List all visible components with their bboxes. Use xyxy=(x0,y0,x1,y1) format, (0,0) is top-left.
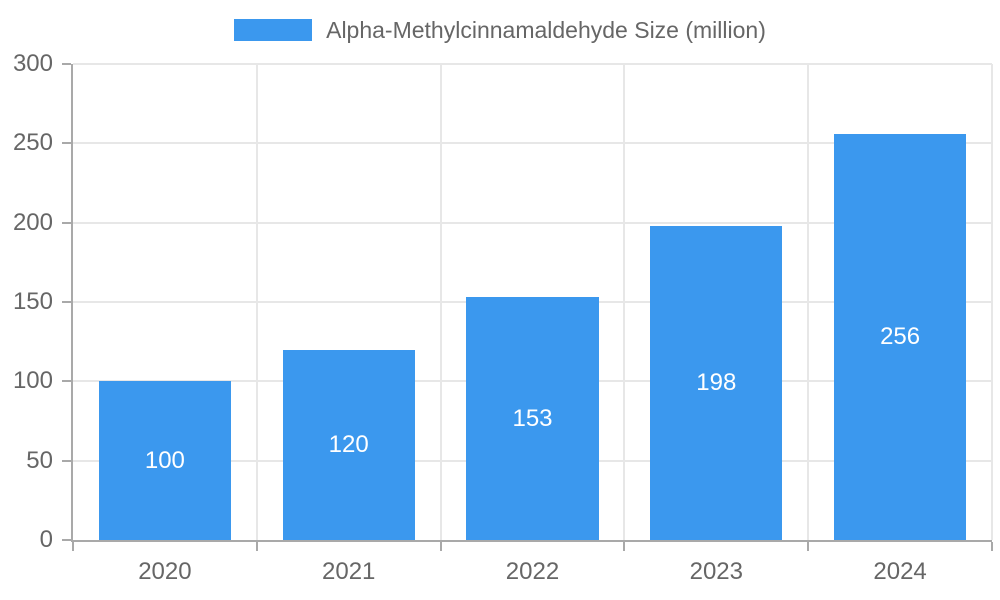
legend: Alpha-Methylcinnamaldehyde Size (million… xyxy=(0,17,1000,43)
bar-value-label: 100 xyxy=(144,446,185,474)
x-axis-label: 2021 xyxy=(322,558,376,585)
gridline-horizontal xyxy=(73,221,992,224)
bar-value-label: 120 xyxy=(328,430,369,458)
y-axis-line xyxy=(71,64,73,542)
bar-value-label: 198 xyxy=(696,368,737,396)
x-axis-label: 2024 xyxy=(873,558,927,585)
gridline-vertical xyxy=(623,64,626,540)
x-axis-tick xyxy=(807,542,810,551)
legend-swatch-icon xyxy=(234,19,313,41)
y-axis-tick-label: 100 xyxy=(12,367,53,395)
gridline-vertical xyxy=(991,64,993,540)
plot-area: 0 50 100 150 200 250 300 100 2020 120 2021 153 2022 1… xyxy=(13,50,993,585)
bar-value-label: 256 xyxy=(880,322,921,350)
bar-2021[interactable]: 120 xyxy=(282,349,415,540)
bar-value-label: 153 xyxy=(512,404,553,432)
gridline-horizontal xyxy=(73,142,992,145)
y-axis-tick-label: 200 xyxy=(12,208,53,236)
y-axis-tick xyxy=(62,539,71,541)
x-axis-label: 2020 xyxy=(138,558,192,585)
y-axis-tick xyxy=(62,380,71,383)
y-axis-tick xyxy=(62,301,71,303)
y-axis-tick-label: 250 xyxy=(12,129,53,157)
x-axis-label: 2022 xyxy=(505,558,560,585)
y-axis-tick xyxy=(62,221,71,224)
x-axis-line xyxy=(71,540,992,542)
y-axis-tick xyxy=(62,459,71,462)
x-axis-tick xyxy=(72,542,74,551)
bar-2022[interactable]: 153 xyxy=(466,297,599,540)
bar-2023[interactable]: 198 xyxy=(650,225,783,540)
y-axis-tick-label: 0 xyxy=(39,526,53,553)
y-axis-tick xyxy=(62,142,71,145)
x-axis-tick xyxy=(991,542,993,551)
bar-2020[interactable]: 100 xyxy=(98,381,232,540)
legend-item[interactable]: Alpha-Methylcinnamaldehyde Size (million… xyxy=(234,17,766,43)
gridline-vertical xyxy=(255,64,258,540)
y-axis-tick-label: 300 xyxy=(12,50,53,77)
bar-2024[interactable]: 256 xyxy=(833,133,967,540)
y-axis-tick-label: 50 xyxy=(26,446,53,474)
x-axis-tick xyxy=(255,542,258,551)
y-axis-tick xyxy=(62,63,71,65)
x-axis-label: 2023 xyxy=(689,558,743,585)
gridline-horizontal xyxy=(73,63,992,65)
x-axis-tick xyxy=(439,542,442,551)
x-axis-tick xyxy=(623,542,626,551)
gridline-vertical xyxy=(439,64,442,540)
gridline-vertical xyxy=(807,64,810,540)
legend-label: Alpha-Methylcinnamaldehyde Size (million… xyxy=(326,17,766,43)
y-axis-tick-label: 150 xyxy=(12,288,53,315)
